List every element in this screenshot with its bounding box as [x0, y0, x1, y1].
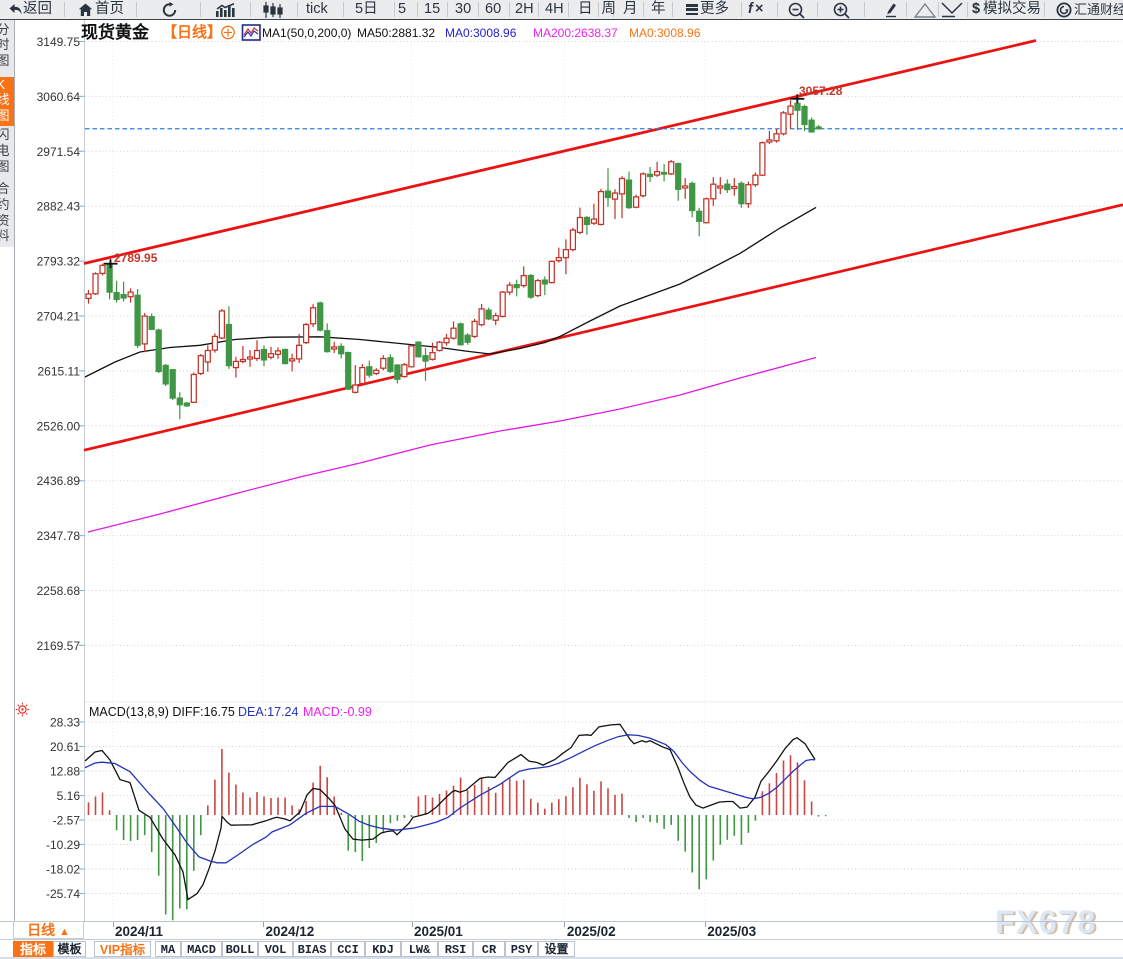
svg-text:MA0:3008.96: MA0:3008.96 [629, 26, 701, 40]
svg-text:-18.02: -18.02 [46, 863, 80, 877]
svg-text:2971.54: 2971.54 [37, 145, 81, 159]
svg-text:2347.78: 2347.78 [37, 529, 81, 543]
svg-text:MACD(13,8,9) DIFF:16.75: MACD(13,8,9) DIFF:16.75 [89, 705, 235, 719]
svg-text:-25.74: -25.74 [46, 887, 80, 901]
svg-text:12.88: 12.88 [50, 765, 80, 779]
svg-text:2436.89: 2436.89 [37, 474, 81, 488]
svg-text:MA50:2881.32: MA50:2881.32 [357, 26, 435, 40]
svg-text:FX678: FX678 [995, 904, 1097, 940]
svg-text:DEA:17.24: DEA:17.24 [238, 705, 299, 719]
svg-text:MACD:-0.99: MACD:-0.99 [303, 705, 372, 719]
svg-text:-2.57: -2.57 [53, 814, 81, 828]
svg-text:5.16: 5.16 [57, 789, 81, 803]
svg-text:2526.00: 2526.00 [37, 419, 81, 433]
svg-text:2882.43: 2882.43 [37, 200, 81, 214]
svg-text:2258.68: 2258.68 [37, 584, 81, 598]
svg-text:20.61: 20.61 [50, 740, 80, 754]
svg-text:MA200:2638.37: MA200:2638.37 [533, 26, 618, 40]
svg-text:-10.29: -10.29 [46, 838, 80, 852]
svg-text:2793.32: 2793.32 [37, 255, 81, 269]
svg-text:FX678: FX678 [997, 905, 1099, 941]
svg-text:3149.75: 3149.75 [37, 35, 81, 49]
svg-text:2169.57: 2169.57 [37, 639, 81, 653]
svg-text:2615.11: 2615.11 [38, 364, 81, 378]
svg-text:3060.64: 3060.64 [37, 90, 81, 104]
svg-text:现货黄金: 现货黄金 [81, 22, 150, 42]
svg-text:3057.28: 3057.28 [799, 84, 843, 98]
svg-text:MA1(50,0,200,0): MA1(50,0,200,0) [262, 26, 351, 40]
svg-text:2704.21: 2704.21 [37, 310, 81, 324]
svg-text:MA0:3008.96: MA0:3008.96 [445, 26, 517, 40]
svg-text:28.33: 28.33 [50, 716, 80, 730]
svg-text:2789.95: 2789.95 [114, 251, 158, 265]
svg-text:【日线】: 【日线】 [162, 23, 222, 41]
